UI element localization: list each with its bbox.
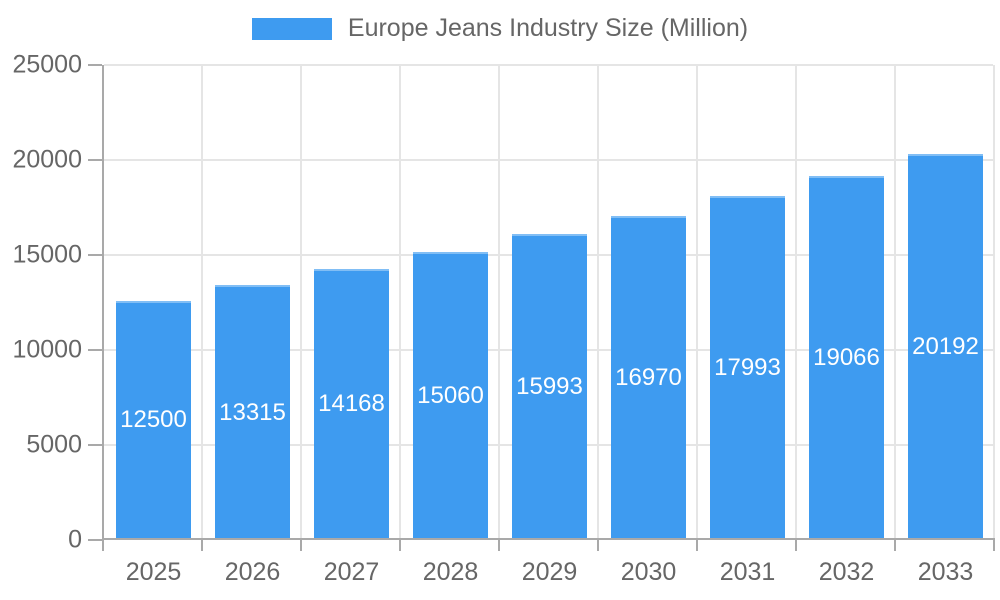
bar-value-label: 14168 — [318, 390, 385, 418]
gridline-vertical — [795, 65, 797, 538]
x-axis-tick — [300, 538, 302, 551]
x-tick-label-2031: 2031 — [719, 558, 776, 586]
y-tick-label: 0 — [68, 525, 82, 554]
y-tick-label: 15000 — [12, 240, 82, 269]
x-tick-label-2025: 2025 — [125, 558, 182, 586]
x-axis-tick — [894, 538, 896, 551]
gridline-vertical — [597, 65, 599, 538]
legend-swatch — [251, 17, 332, 40]
gridline-vertical — [894, 65, 896, 538]
bar-2032[interactable]: 19066 — [809, 175, 884, 538]
y-tick-label: 20000 — [12, 145, 82, 174]
y-axis-tick — [88, 444, 102, 446]
gridline-horizontal — [104, 64, 993, 66]
bar-2030[interactable]: 16970 — [611, 215, 686, 538]
bar-2029[interactable]: 15993 — [512, 234, 587, 538]
gridline-vertical — [498, 65, 500, 538]
legend-label: Europe Jeans Industry Size (Million) — [347, 14, 749, 42]
x-axis-tick — [399, 538, 401, 551]
x-tick-label-2030: 2030 — [620, 558, 677, 586]
gridline-vertical — [993, 65, 995, 538]
x-axis-tick — [696, 538, 698, 551]
gridline-vertical — [201, 65, 203, 538]
bar-2033[interactable]: 20192 — [908, 154, 983, 538]
y-axis-tick — [88, 349, 102, 351]
bar-value-label: 15060 — [417, 381, 484, 409]
y-axis-tick — [88, 64, 102, 66]
bar-value-label: 20192 — [912, 333, 979, 361]
gridline-vertical — [696, 65, 698, 538]
bar-value-label: 15993 — [516, 373, 583, 401]
bar-2026[interactable]: 13315 — [215, 285, 290, 538]
bar-value-label: 17993 — [714, 354, 781, 382]
bar-2031[interactable]: 17993 — [710, 196, 785, 538]
bar-value-label: 16970 — [615, 363, 682, 391]
x-tick-label-2028: 2028 — [422, 558, 479, 586]
bar-2025[interactable]: 12500 — [116, 300, 191, 538]
gridline-horizontal — [104, 159, 993, 161]
x-axis-tick — [795, 538, 797, 551]
x-tick-label-2027: 2027 — [323, 558, 380, 586]
x-tick-label-2029: 2029 — [521, 558, 578, 586]
gridline-vertical — [300, 65, 302, 538]
gridline-vertical — [399, 65, 401, 538]
y-axis-tick — [88, 159, 102, 161]
bar-value-label: 12500 — [120, 406, 187, 434]
y-tick-label: 5000 — [26, 430, 82, 459]
x-tick-label-2033: 2033 — [917, 558, 974, 586]
x-axis-tick — [993, 538, 995, 551]
y-tick-label: 10000 — [12, 335, 82, 364]
x-tick-label-2032: 2032 — [818, 558, 875, 586]
bar-2027[interactable]: 14168 — [314, 268, 389, 538]
bar-value-label: 13315 — [219, 398, 286, 426]
y-axis-tick — [88, 254, 102, 256]
bar-2028[interactable]: 15060 — [413, 251, 488, 538]
x-tick-label-2026: 2026 — [224, 558, 281, 586]
y-axis-tick — [88, 539, 102, 541]
legend[interactable]: Europe Jeans Industry Size (Million) — [0, 14, 1000, 43]
x-axis-tick — [102, 538, 104, 551]
bar-value-label: 19066 — [813, 343, 880, 371]
x-axis-tick — [597, 538, 599, 551]
y-tick-label: 25000 — [12, 50, 82, 79]
plot-area: 0 5000 10000 15000 20000 25000 2025 2026 2027 20… — [12, 51, 995, 586]
x-axis-tick — [498, 538, 500, 551]
x-axis-tick — [201, 538, 203, 551]
